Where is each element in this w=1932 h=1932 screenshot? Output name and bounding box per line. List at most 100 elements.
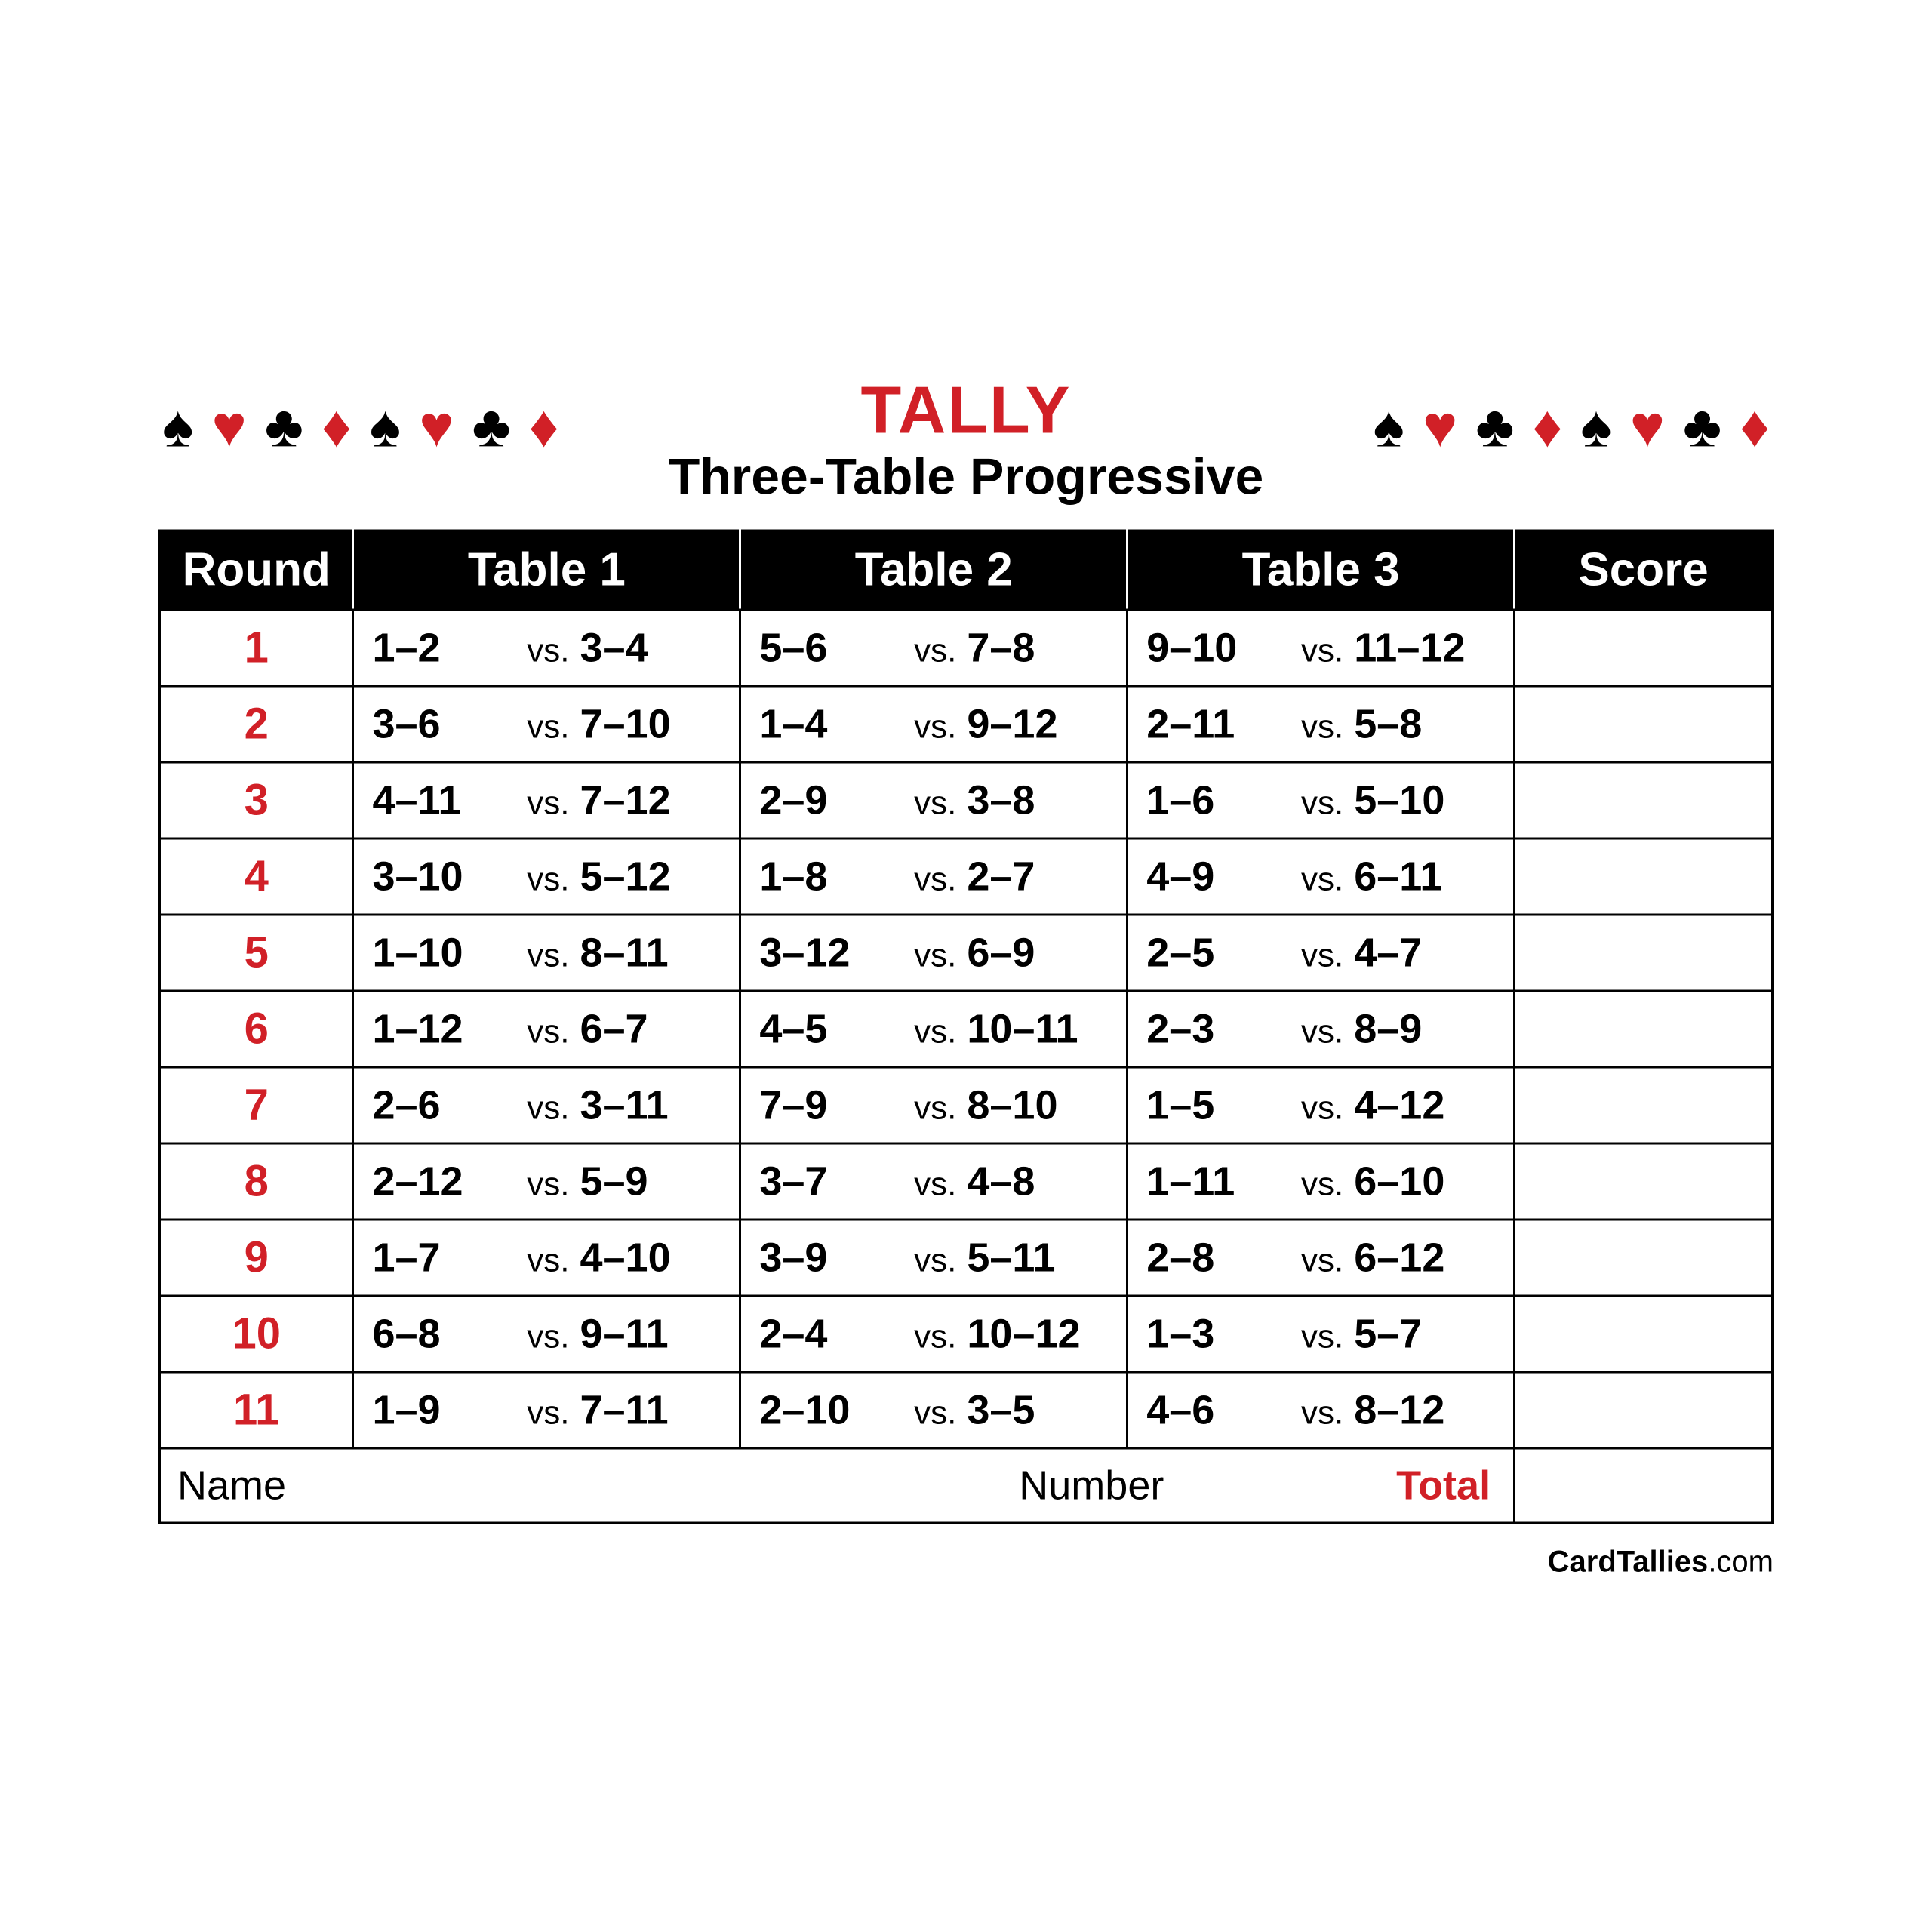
team-a: 3–6 [372,700,516,747]
heart-icon: ♥ [419,397,454,456]
match-cell: 1–6vs.5–10 [1128,762,1515,838]
heart-icon: ♥ [1630,397,1665,456]
team-a: 1–10 [372,929,516,976]
team-b: 6–11 [1354,853,1498,900]
footer-number-label: Number [787,1462,1397,1509]
team-b: 7–10 [580,700,724,747]
vs-label: vs. [1301,1394,1343,1432]
score-cell [1515,1372,1773,1448]
match-cell: 2–10vs.3–5 [740,1372,1128,1448]
table-header-row: Round Table 1 Table 2 Table 3 Score [160,531,1773,610]
team-b: 8–12 [1354,1386,1498,1433]
team-a: 2–3 [1146,1005,1291,1052]
table-row: 61–12vs.6–74–5vs.10–112–3vs.8–9 [160,991,1773,1067]
vs-label: vs. [1301,1241,1343,1279]
vs-label: vs. [914,860,956,898]
score-cell [1515,1220,1773,1296]
team-b: 4–10 [580,1234,724,1281]
team-a: 3–7 [759,1158,903,1204]
vs-label: vs. [914,1089,956,1127]
round-cell: 2 [160,686,353,762]
table-row: 43–10vs.5–121–8vs.2–74–9vs.6–11 [160,838,1773,915]
match-cell: 2–5vs.4–7 [1128,915,1515,991]
team-b: 11–12 [1354,624,1498,671]
table-row: 91–7vs.4–103–9vs.5–112–8vs.6–12 [160,1220,1773,1296]
match-cell: 2–11vs.5–8 [1128,686,1515,762]
footer-total-label: Total [1396,1462,1497,1509]
team-b: 5–11 [967,1234,1111,1281]
team-a: 2–5 [1146,929,1291,976]
team-a: 1–4 [759,700,903,747]
table-row: 11–2vs.3–45–6vs.7–89–10vs.11–12 [160,610,1773,686]
vs-label: vs. [914,1165,956,1203]
team-b: 5–8 [1354,700,1498,747]
table-row: 34–11vs.7–122–9vs.3–81–6vs.5–10 [160,762,1773,838]
team-a: 1–3 [1146,1310,1291,1357]
club-icon: ♣ [472,397,511,456]
diamond-icon: ♦ [1532,397,1562,456]
vs-label: vs. [1301,1318,1343,1355]
match-cell: 4–5vs.10–11 [740,991,1128,1067]
team-b: 7–8 [967,624,1111,671]
round-cell: 10 [160,1296,353,1372]
score-cell [1515,610,1773,686]
col-table2: Table 2 [740,531,1128,610]
team-b: 10–11 [967,1005,1111,1052]
match-cell: 3–7vs.4–8 [740,1143,1128,1220]
score-cell [1515,1067,1773,1143]
title-sub: Three-Table Progressive [669,447,1264,509]
vs-label: vs. [914,1394,956,1432]
match-cell: 3–12vs.6–9 [740,915,1128,991]
round-cell: 8 [160,1143,353,1220]
team-a: 4–6 [1146,1386,1291,1433]
table-row: 106–8vs.9–112–4vs.10–121–3vs.5–7 [160,1296,1773,1372]
match-cell: 2–9vs.3–8 [740,762,1128,838]
team-b: 4–7 [1354,929,1498,976]
team-b: 8–11 [580,929,724,976]
vs-label: vs. [914,1241,956,1279]
credit-rest: .com [1708,1545,1774,1578]
team-b: 2–7 [967,853,1111,900]
col-score: Score [1515,531,1773,610]
team-a: 1–12 [372,1005,516,1052]
vs-label: vs. [914,784,956,822]
team-a: 4–11 [372,777,516,823]
titles: TALLY Three-Table Progressive [669,376,1264,509]
team-b: 5–10 [1354,777,1498,823]
team-b: 6–9 [967,929,1111,976]
vs-label: vs. [527,784,569,822]
vs-label: vs. [527,860,569,898]
score-cell [1515,762,1773,838]
club-icon: ♣ [1683,397,1721,456]
heart-icon: ♥ [1423,397,1457,456]
vs-label: vs. [1301,1165,1343,1203]
team-a: 1–2 [372,624,516,671]
team-b: 5–9 [580,1158,724,1204]
match-cell: 2–4vs.10–12 [740,1296,1128,1372]
team-a: 2–4 [759,1310,903,1357]
team-a: 1–5 [1146,1081,1291,1128]
team-a: 1–8 [759,853,903,900]
vs-label: vs. [1301,860,1343,898]
diamond-icon: ♦ [529,397,559,456]
match-cell: 4–6 vs. 8–12 [1128,1372,1515,1448]
match-cell: 3–10vs.5–12 [353,838,740,915]
footer-row: Name Number Total [160,1448,1773,1523]
match-cell: 2–8vs.6–12 [1128,1220,1515,1296]
vs-label: vs. [527,1318,569,1355]
suit-row-right: ♠♥♣♦♠♥♣♦ [1374,397,1770,456]
vs-label: vs. [914,708,956,746]
round-cell: 4 [160,838,353,915]
team-b: 7–12 [580,777,724,823]
header: ♠♥♣♦♠♥♣♦ TALLY Three-Table Progressive ♠… [91,353,1841,530]
match-cell: 4–11 vs. 7–12 [353,762,740,838]
vs-label: vs. [1301,784,1343,822]
match-cell: 1–8 vs. 2–7 [740,838,1128,915]
vs-label: vs. [527,632,569,669]
spade-icon: ♠ [162,397,193,456]
score-cell [1515,1143,1773,1220]
table-row: 23–6vs.7–101–4vs.9–122–11vs.5–8 [160,686,1773,762]
team-a: 5–6 [759,624,903,671]
match-cell: 1–7vs.4–10 [353,1220,740,1296]
score-cell [1515,915,1773,991]
